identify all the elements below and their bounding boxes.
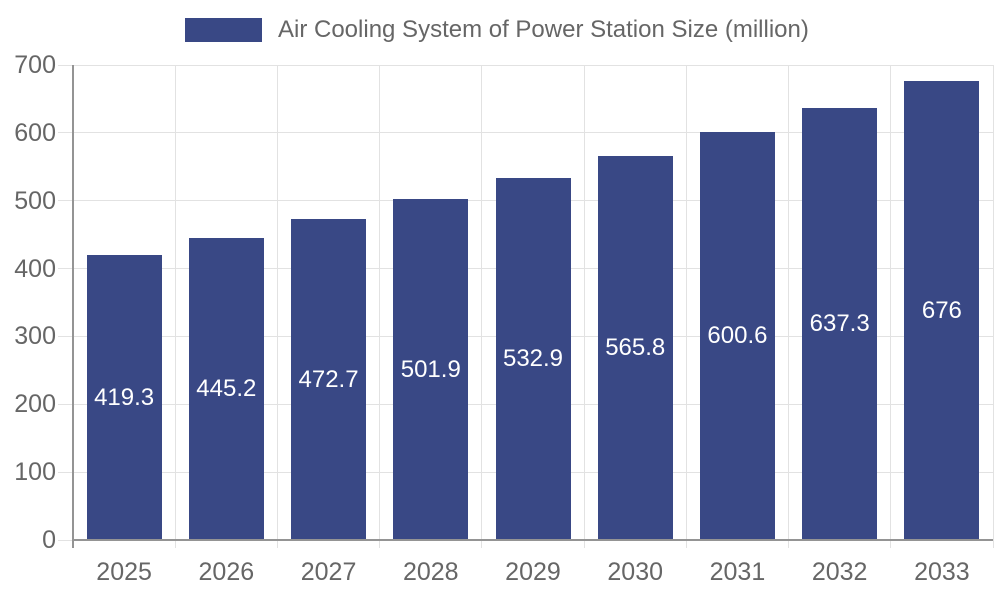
- gridline-v-8: [890, 65, 892, 548]
- gridline-v-5: [583, 65, 585, 548]
- y-tick-0: [58, 539, 73, 541]
- y-axis-tick-label-400: 400: [14, 254, 56, 283]
- bar-2033[interactable]: 676: [904, 81, 980, 540]
- gridline-v-6: [685, 65, 687, 548]
- gridline-h-700: [58, 64, 993, 66]
- x-axis-line: [73, 539, 993, 541]
- y-axis-tick-label-300: 300: [14, 322, 56, 351]
- x-axis-label-2030: 2030: [607, 558, 664, 586]
- x-axis-label-2027: 2027: [300, 558, 357, 586]
- bar-2025[interactable]: 419.3: [86, 255, 162, 540]
- bar-2031[interactable]: 600.6: [699, 132, 775, 540]
- x-axis-label-2025: 2025: [96, 558, 152, 586]
- gridline-h-600: [58, 132, 993, 134]
- x-axis-label-2028: 2028: [402, 558, 459, 586]
- plot-area: 0 100 200 300 400 500 600 700 419.3 2025 445.2 2026…: [14, 51, 994, 586]
- gridline-v-3: [379, 65, 381, 548]
- x-axis-label-2033: 2033: [914, 558, 970, 586]
- bar-2028[interactable]: 501.9: [393, 199, 469, 540]
- y-axis-tick-label-0: 0: [42, 526, 56, 554]
- x-axis-label-2032: 2032: [811, 558, 868, 586]
- bar-value-label: 445.2: [196, 374, 257, 402]
- bar-value-label: 472.7: [298, 365, 359, 393]
- bar-2027[interactable]: 472.7: [291, 219, 367, 540]
- bar-value-label: 637.3: [809, 309, 870, 337]
- x-axis-label-2029: 2029: [505, 558, 561, 586]
- y-axis-tick-label-500: 500: [14, 186, 56, 215]
- bar-value-label: 532.9: [502, 345, 564, 373]
- y-axis-tick-label-700: 700: [14, 51, 56, 79]
- bar-value-label: 565.8: [605, 334, 666, 362]
- y-axis-tick-label-100: 100: [14, 458, 56, 487]
- gridline-v-1: [174, 65, 176, 548]
- bar-2029[interactable]: 532.9: [495, 178, 571, 540]
- x-axis-label-2026: 2026: [198, 558, 255, 586]
- y-axis-tick-label-600: 600: [14, 118, 56, 147]
- gridline-v-2: [276, 65, 278, 548]
- bar-value-label: 600.6: [707, 322, 768, 350]
- gridline-v-9: [992, 65, 994, 548]
- legend-swatch: [185, 18, 262, 42]
- legend-item[interactable]: Air Cooling System of Power Station Size…: [185, 18, 809, 42]
- bar-2030[interactable]: 565.8: [597, 156, 673, 540]
- gridline-v-7: [788, 65, 790, 548]
- legend-label: Air Cooling System of Power Station Size…: [278, 16, 809, 43]
- bar-value-label: 501.9: [400, 355, 461, 383]
- x-axis-label-2031: 2031: [709, 558, 766, 586]
- y-axis-line: [72, 65, 74, 548]
- bar-2026[interactable]: 445.2: [188, 237, 264, 540]
- bar-value-label: 676: [921, 296, 962, 324]
- bar-value-label: 419.3: [94, 383, 155, 411]
- gridline-v-4: [481, 65, 483, 548]
- y-axis-tick-label-200: 200: [14, 390, 56, 419]
- bar-2032[interactable]: 637.3: [802, 107, 878, 540]
